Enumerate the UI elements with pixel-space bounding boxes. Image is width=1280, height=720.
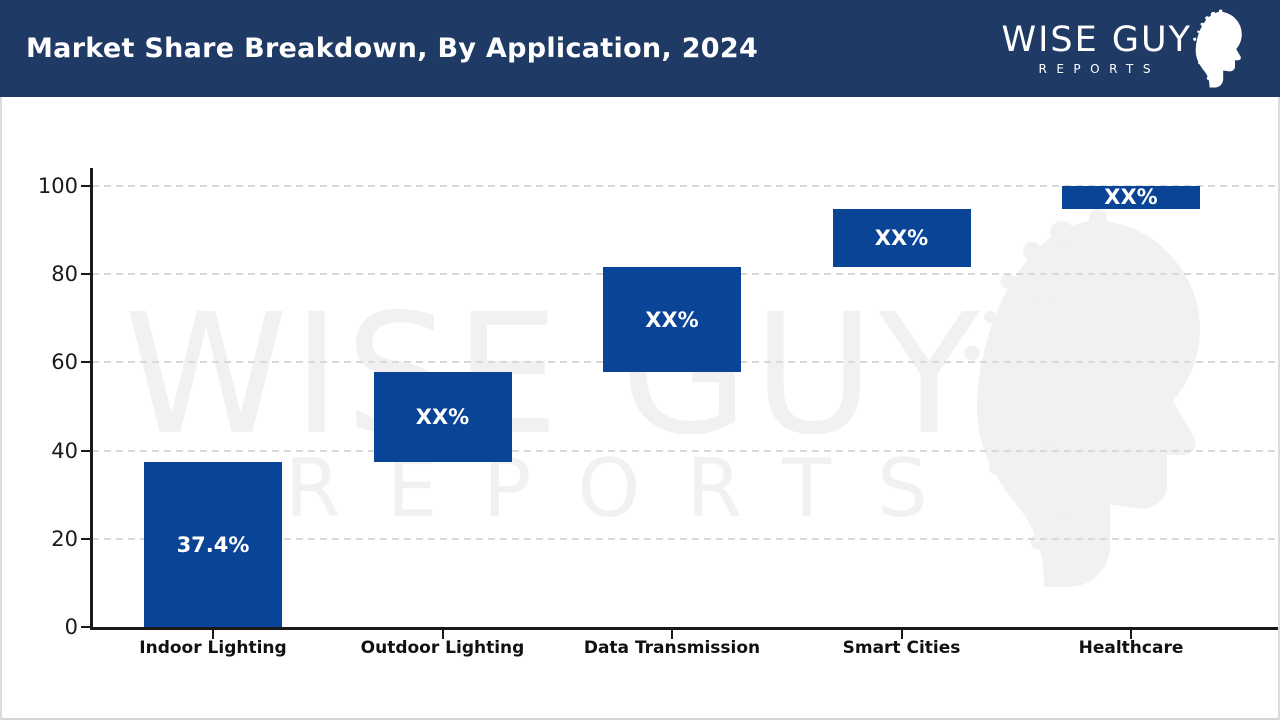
- logo-head-icon: [1186, 8, 1248, 89]
- gridline-40: [92, 449, 1278, 452]
- x-tick-outdoor-lighting: [441, 630, 444, 639]
- x-tick-label-indoor-lighting: Indoor Lighting: [139, 638, 287, 658]
- y-tick-0: [81, 626, 90, 628]
- bar-value-label: 37.4%: [176, 532, 250, 557]
- x-tick-label-data-transmission: Data Transmission: [583, 638, 761, 658]
- x-tick-label-smart-cities: Smart Cities: [842, 638, 961, 658]
- bar-value-label: XX%: [874, 226, 929, 251]
- x-tick-label-outdoor-lighting: Outdoor Lighting: [360, 638, 525, 658]
- bar-data-transmission: XX%: [603, 267, 741, 373]
- bar-value-label: XX%: [645, 307, 699, 332]
- bar-smart-cities: XX%: [832, 208, 971, 268]
- logo-subtext: REPORTS: [1038, 61, 1160, 76]
- wiseguy-logo: WISE GUY REPORTS: [1001, 8, 1248, 89]
- y-tick-label-80: 80: [51, 262, 78, 287]
- y-axis-line: [90, 168, 93, 629]
- x-axis-line: [90, 627, 1278, 630]
- y-tick-80: [81, 273, 90, 276]
- gridline-100: [92, 185, 1278, 187]
- y-tick-20: [81, 537, 90, 540]
- y-tick-label-20: 20: [51, 526, 78, 551]
- y-tick-label-0: 0: [64, 615, 78, 639]
- header-bar: Market Share Breakdown, By Application, …: [0, 0, 1280, 97]
- bar-value-label: XX%: [1104, 185, 1158, 210]
- logo-text: WISE GUY REPORTS: [1001, 19, 1192, 76]
- x-tick-healthcare: [1130, 630, 1132, 639]
- chart-title: Market Share Breakdown, By Application, …: [26, 33, 759, 64]
- bar-outdoor-lighting: XX%: [373, 372, 512, 463]
- x-tick-data-transmission: [671, 630, 673, 639]
- y-tick-label-100: 100: [37, 174, 78, 198]
- watermark-head-icon: [930, 203, 1230, 593]
- y-tick-label-60: 60: [51, 350, 78, 375]
- x-tick-indoor-lighting: [212, 630, 214, 639]
- y-tick-label-40: 40: [51, 438, 78, 463]
- logo-wordmark: WISE GUY: [1001, 19, 1192, 60]
- bar-indoor-lighting: 37.4%: [144, 462, 282, 627]
- y-tick-40: [81, 449, 90, 452]
- x-tick-smart-cities: [900, 630, 903, 639]
- plot-area: WISE GUY REPORTS 0 20 40 60 80 100 Indoor Ligh…: [0, 97, 1280, 720]
- bar-healthcare: XX%: [1062, 185, 1200, 210]
- bar-value-label: XX%: [415, 405, 470, 430]
- y-tick-60: [81, 361, 90, 364]
- watermark-wordmark: WISE GUY: [124, 279, 984, 472]
- gridline-20: [92, 537, 1278, 540]
- x-tick-label-healthcare: Healthcare: [1078, 638, 1184, 658]
- y-tick-100: [81, 185, 90, 187]
